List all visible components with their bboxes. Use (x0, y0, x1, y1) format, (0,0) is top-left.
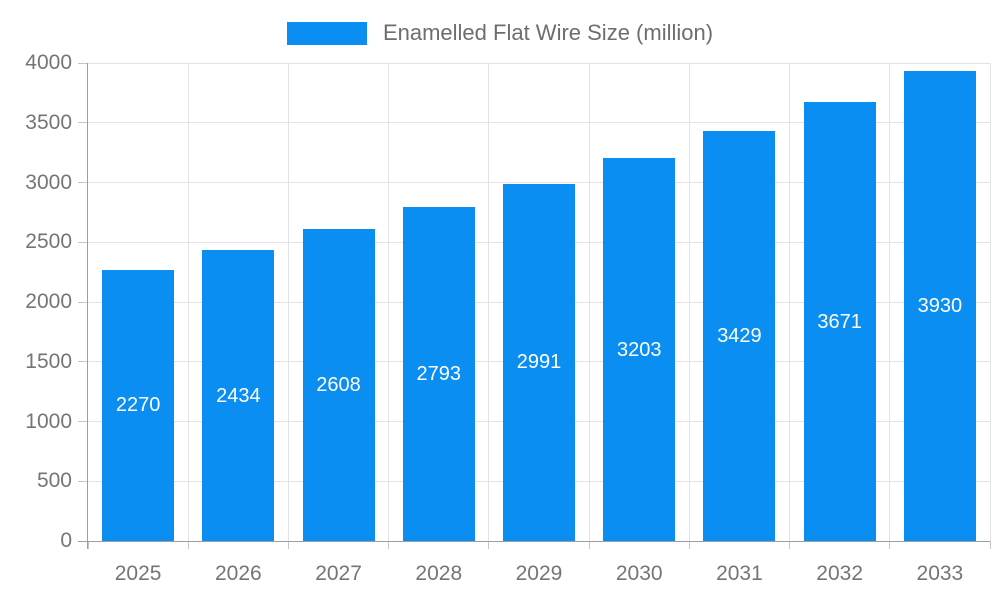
y-axis-label: 3500 (25, 110, 72, 134)
y-axis-tick (78, 62, 88, 64)
x-axis-label: 2033 (916, 562, 964, 585)
x-axis-label: 2027 (315, 562, 362, 585)
x-axis-tick (187, 541, 189, 549)
x-axis-tick (388, 541, 390, 549)
x-axis-tick (889, 541, 891, 549)
y-axis-label: 2500 (25, 230, 72, 254)
x-axis-tick (488, 541, 490, 549)
gridline-vertical (287, 63, 289, 541)
gridline-vertical (688, 63, 690, 541)
x-axis-label: 2026 (214, 562, 262, 585)
y-axis-tick (78, 480, 88, 482)
bar-value-label: 3429 (717, 325, 762, 348)
gridline-horizontal (88, 122, 990, 124)
x-axis-label: 2028 (415, 562, 463, 585)
bar (803, 102, 876, 541)
x-axis-tick (287, 541, 289, 549)
x-axis-label: 2029 (515, 562, 563, 585)
gridline-vertical (889, 63, 891, 541)
y-axis-tick (78, 421, 88, 422)
gridline-vertical (388, 63, 390, 541)
legend-label: Enamelled Flat Wire Size (million) (382, 20, 714, 45)
gridline-vertical (488, 63, 490, 541)
bar-value-label: 2793 (416, 363, 462, 386)
legend-swatch (286, 21, 367, 45)
x-axis-tick (989, 541, 991, 549)
y-axis-tick (78, 182, 88, 183)
gridline-vertical (989, 63, 991, 541)
bar (603, 158, 676, 541)
gridline-vertical (187, 63, 189, 541)
y-axis-label: 4000 (25, 51, 72, 74)
y-axis-label: 1500 (25, 349, 72, 373)
legend: Enamelled Flat Wire Size (million) (0, 20, 1000, 46)
y-axis-tick (78, 122, 88, 124)
bar-value-label: 3930 (917, 295, 963, 318)
y-axis-tick (78, 361, 88, 363)
x-axis-tick (688, 541, 690, 549)
x-axis-tick (789, 541, 791, 549)
y-axis-label: 1000 (25, 409, 72, 433)
x-axis-label: 2032 (816, 562, 864, 585)
x-axis-tick (87, 541, 89, 549)
x-axis-label: 2030 (615, 562, 663, 585)
bar (903, 71, 976, 541)
y-axis-line (87, 63, 88, 549)
bar-value-label: 2608 (316, 374, 361, 397)
bar-value-label: 3671 (817, 310, 862, 333)
gridline-vertical (588, 63, 590, 541)
y-axis-label: 3000 (25, 170, 72, 194)
x-axis-tick (588, 541, 590, 549)
y-axis-label: 2000 (25, 290, 72, 313)
bar-value-label: 2991 (516, 351, 562, 374)
bar (703, 131, 776, 541)
bar-value-label: 2434 (216, 384, 261, 407)
x-axis-line (78, 540, 990, 542)
bar (402, 207, 475, 541)
bar-value-label: 2270 (115, 394, 161, 417)
bar (503, 183, 575, 541)
y-axis-label: 0 (60, 529, 72, 552)
bar-value-label: 3203 (616, 338, 662, 361)
x-axis-label: 2025 (114, 562, 162, 585)
bar (302, 229, 375, 541)
bar (202, 250, 275, 541)
gridline-horizontal (88, 62, 990, 64)
y-axis-label: 500 (36, 469, 72, 493)
y-axis-tick (78, 301, 88, 303)
gridline-vertical (789, 63, 791, 541)
bar (102, 269, 175, 541)
y-axis-tick (78, 241, 88, 243)
x-axis-label: 2031 (716, 562, 763, 585)
gridline-horizontal (88, 182, 990, 183)
